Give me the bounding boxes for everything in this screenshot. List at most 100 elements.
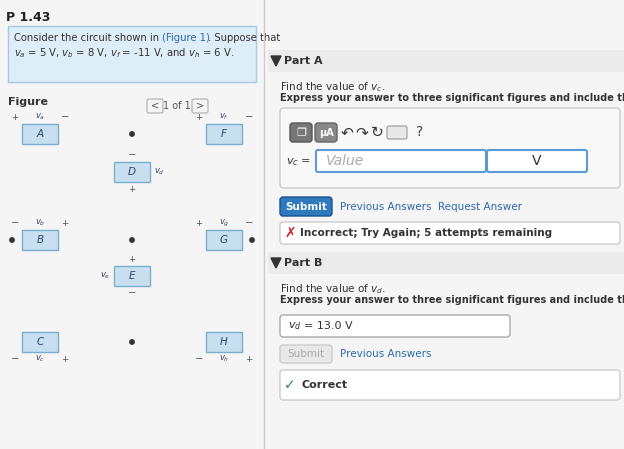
Text: . Suppose that: . Suppose that xyxy=(208,33,280,43)
Text: = 13.0 V: = 13.0 V xyxy=(304,321,353,331)
Text: −: − xyxy=(245,218,253,228)
Text: Express your answer to three significant figures and include the appropriate uni: Express your answer to three significant… xyxy=(280,295,624,305)
Text: $v_g$: $v_g$ xyxy=(219,217,229,229)
Circle shape xyxy=(10,238,14,242)
Circle shape xyxy=(250,238,254,242)
Text: ↶: ↶ xyxy=(341,125,353,140)
Text: E: E xyxy=(129,271,135,281)
Text: Previous Answers: Previous Answers xyxy=(340,202,432,211)
FancyBboxPatch shape xyxy=(0,0,264,449)
Text: ✗: ✗ xyxy=(284,226,296,240)
Text: $v_f$: $v_f$ xyxy=(219,112,229,122)
Text: C: C xyxy=(36,337,44,347)
Text: $v_e$: $v_e$ xyxy=(100,271,110,281)
Text: −: − xyxy=(128,150,136,160)
FancyBboxPatch shape xyxy=(268,252,624,274)
Text: Request Answer: Request Answer xyxy=(438,202,522,211)
Text: ?: ? xyxy=(416,126,424,140)
Text: A: A xyxy=(36,129,44,139)
Text: ↷: ↷ xyxy=(356,125,368,140)
FancyBboxPatch shape xyxy=(114,266,150,286)
Text: +: + xyxy=(61,355,69,364)
FancyBboxPatch shape xyxy=(22,230,58,250)
Text: −: − xyxy=(11,354,19,364)
Text: Part A: Part A xyxy=(284,56,323,66)
FancyBboxPatch shape xyxy=(280,370,620,400)
FancyBboxPatch shape xyxy=(280,315,510,337)
FancyBboxPatch shape xyxy=(206,332,242,352)
FancyBboxPatch shape xyxy=(206,230,242,250)
Text: G: G xyxy=(220,235,228,245)
Text: $v_d$: $v_d$ xyxy=(154,167,165,177)
Text: Correct: Correct xyxy=(302,380,348,390)
Text: $v_b$: $v_b$ xyxy=(35,218,45,228)
Text: Incorrect; Try Again; 5 attempts remaining: Incorrect; Try Again; 5 attempts remaini… xyxy=(300,228,552,238)
FancyBboxPatch shape xyxy=(280,222,620,244)
Text: $v_a$ = 5 V, $v_b$ = 8 V, $v_f$ = -11 V, and $v_h$ = 6 V.: $v_a$ = 5 V, $v_b$ = 8 V, $v_f$ = -11 V,… xyxy=(14,46,234,60)
Text: (Figure 1): (Figure 1) xyxy=(162,33,210,43)
FancyBboxPatch shape xyxy=(280,345,332,363)
Text: −: − xyxy=(128,288,136,298)
Text: ❐: ❐ xyxy=(296,128,306,137)
Text: D: D xyxy=(128,167,136,177)
Text: μA: μA xyxy=(319,128,333,137)
FancyBboxPatch shape xyxy=(22,332,58,352)
Text: +: + xyxy=(129,255,135,264)
Text: Submit: Submit xyxy=(285,202,327,211)
Text: V: V xyxy=(532,154,542,168)
Text: Submit: Submit xyxy=(288,349,324,359)
FancyBboxPatch shape xyxy=(8,26,256,82)
FancyBboxPatch shape xyxy=(280,197,332,216)
Text: Consider the circuit shown in: Consider the circuit shown in xyxy=(14,33,162,43)
FancyBboxPatch shape xyxy=(114,162,150,182)
Text: $v_c$ =: $v_c$ = xyxy=(286,156,311,168)
Text: $v_d$: $v_d$ xyxy=(288,320,301,332)
Text: >: > xyxy=(196,101,204,111)
Polygon shape xyxy=(271,258,281,268)
Text: ↻: ↻ xyxy=(371,125,383,140)
Circle shape xyxy=(130,238,134,242)
Text: +: + xyxy=(61,219,69,228)
Text: Express your answer to three significant figures and include the appropriate uni: Express your answer to three significant… xyxy=(280,93,624,103)
FancyBboxPatch shape xyxy=(315,123,337,142)
FancyBboxPatch shape xyxy=(147,99,163,113)
FancyBboxPatch shape xyxy=(268,0,624,449)
Text: 1 of 1: 1 of 1 xyxy=(163,101,191,111)
FancyBboxPatch shape xyxy=(206,124,242,144)
Text: −: − xyxy=(245,112,253,122)
FancyBboxPatch shape xyxy=(487,150,587,172)
Text: ✓: ✓ xyxy=(284,378,296,392)
Circle shape xyxy=(130,340,134,344)
Text: H: H xyxy=(220,337,228,347)
Text: $v_c$: $v_c$ xyxy=(35,354,45,364)
FancyBboxPatch shape xyxy=(22,124,58,144)
Text: <: < xyxy=(151,101,159,111)
Text: $v_a$: $v_a$ xyxy=(35,112,45,122)
Text: Part B: Part B xyxy=(284,258,323,268)
FancyBboxPatch shape xyxy=(280,108,620,188)
Polygon shape xyxy=(271,56,281,66)
Text: −: − xyxy=(195,354,203,364)
Text: Find the value of $v_c$.: Find the value of $v_c$. xyxy=(280,80,385,94)
Text: F: F xyxy=(221,129,227,139)
Text: Value: Value xyxy=(326,154,364,168)
Text: Previous Answers: Previous Answers xyxy=(340,349,432,359)
Text: +: + xyxy=(11,113,19,122)
Text: P 1.43: P 1.43 xyxy=(6,11,51,24)
FancyBboxPatch shape xyxy=(192,99,208,113)
Text: −: − xyxy=(11,218,19,228)
Text: +: + xyxy=(129,185,135,194)
Text: +: + xyxy=(195,113,203,122)
FancyBboxPatch shape xyxy=(290,123,312,142)
Text: Figure: Figure xyxy=(8,97,48,107)
Text: −: − xyxy=(61,112,69,122)
Text: Find the value of $v_d$.: Find the value of $v_d$. xyxy=(280,282,386,296)
FancyBboxPatch shape xyxy=(316,150,486,172)
FancyBboxPatch shape xyxy=(387,126,407,139)
Text: +: + xyxy=(245,355,253,364)
Text: B: B xyxy=(36,235,44,245)
Circle shape xyxy=(130,132,134,136)
Text: $v_h$: $v_h$ xyxy=(219,354,229,364)
Text: +: + xyxy=(195,219,203,228)
FancyBboxPatch shape xyxy=(268,50,624,72)
